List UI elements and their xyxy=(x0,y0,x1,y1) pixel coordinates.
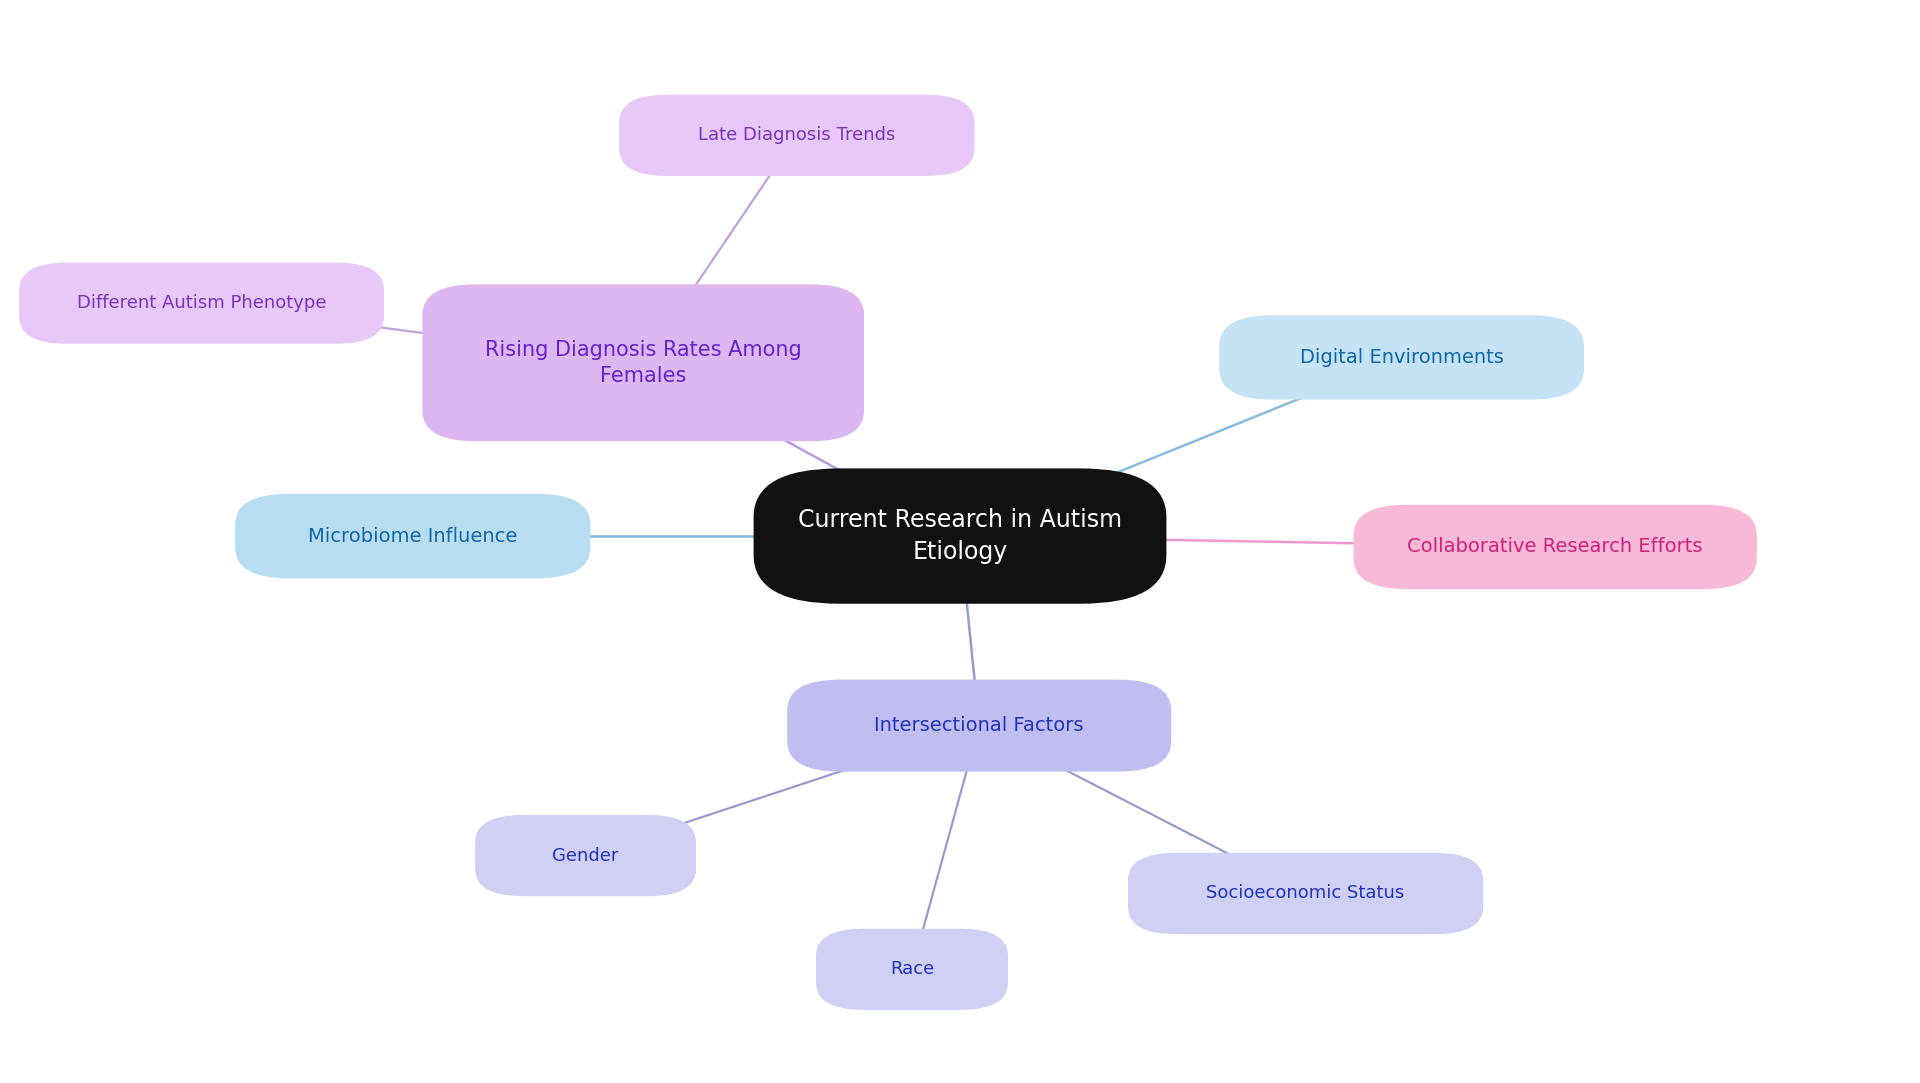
Text: Intersectional Factors: Intersectional Factors xyxy=(874,716,1085,735)
Text: Digital Environments: Digital Environments xyxy=(1300,348,1503,367)
Text: Late Diagnosis Trends: Late Diagnosis Trends xyxy=(699,127,895,144)
Text: Rising Diagnosis Rates Among
Females: Rising Diagnosis Rates Among Females xyxy=(486,340,801,386)
FancyBboxPatch shape xyxy=(787,680,1171,771)
FancyBboxPatch shape xyxy=(422,284,864,442)
Text: Race: Race xyxy=(889,961,935,978)
FancyBboxPatch shape xyxy=(476,814,695,897)
Text: Socioeconomic Status: Socioeconomic Status xyxy=(1206,885,1405,902)
FancyBboxPatch shape xyxy=(19,263,384,344)
FancyBboxPatch shape xyxy=(816,928,1008,1009)
FancyBboxPatch shape xyxy=(753,469,1167,604)
Text: Different Autism Phenotype: Different Autism Phenotype xyxy=(77,295,326,312)
FancyBboxPatch shape xyxy=(1354,505,1757,589)
FancyBboxPatch shape xyxy=(1129,853,1482,934)
Text: Microbiome Influence: Microbiome Influence xyxy=(307,526,518,546)
Text: Gender: Gender xyxy=(553,847,618,864)
FancyBboxPatch shape xyxy=(234,494,591,578)
Text: Collaborative Research Efforts: Collaborative Research Efforts xyxy=(1407,537,1703,557)
Text: Current Research in Autism
Etiology: Current Research in Autism Etiology xyxy=(799,508,1121,564)
FancyBboxPatch shape xyxy=(618,95,975,175)
FancyBboxPatch shape xyxy=(1219,315,1584,400)
